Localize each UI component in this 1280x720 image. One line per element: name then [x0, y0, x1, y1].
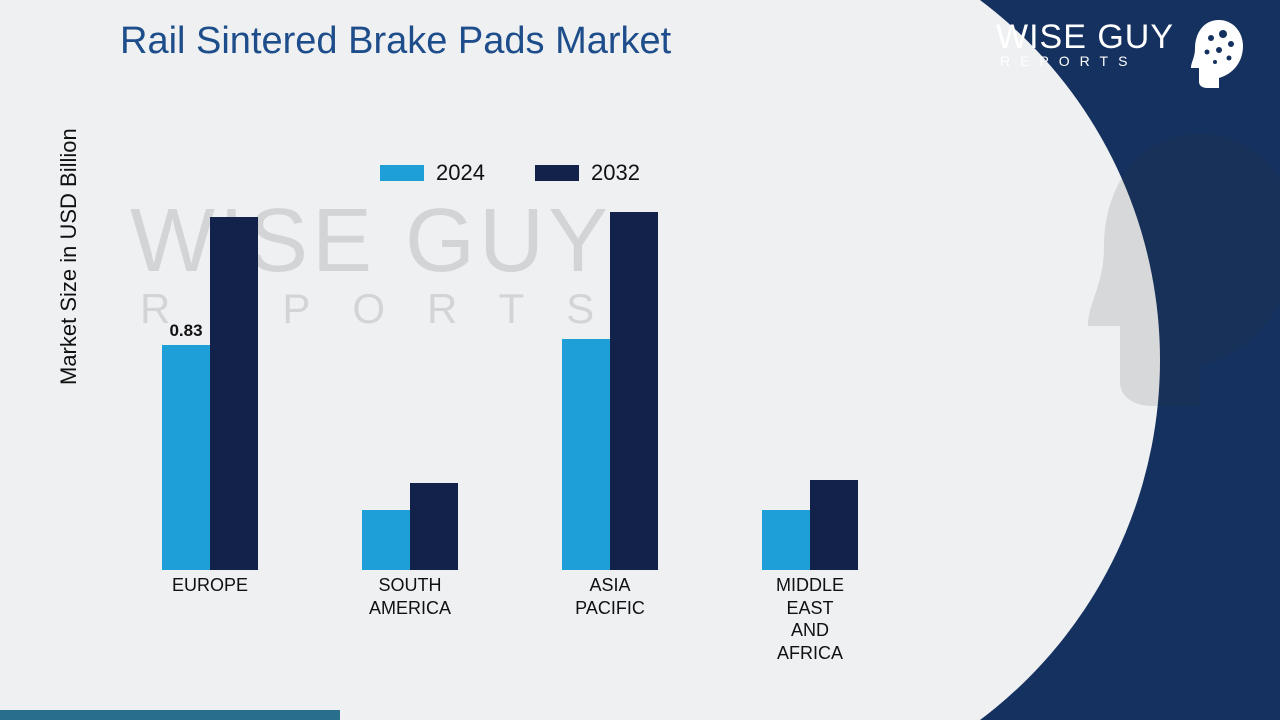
bottom-accent-bar — [0, 710, 340, 720]
bar-group: 0.83 — [110, 190, 310, 570]
bar — [362, 510, 410, 570]
bar: 0.83 — [162, 345, 210, 570]
legend-label: 2032 — [591, 160, 640, 186]
legend-label: 2024 — [436, 160, 485, 186]
legend-swatch-icon — [535, 165, 579, 181]
bar — [610, 212, 658, 570]
canvas: Rail Sintered Brake Pads Market WISE GUY… — [0, 0, 1280, 720]
x-tick-label: MIDDLEEASTANDAFRICA — [710, 574, 910, 664]
x-tick-label: EUROPE — [110, 574, 310, 664]
chart-title: Rail Sintered Brake Pads Market — [120, 20, 671, 63]
x-tick-label: ASIAPACIFIC — [510, 574, 710, 664]
legend-item: 2032 — [535, 160, 640, 186]
bar — [762, 510, 810, 570]
brand-logo: WISE GUY REPORTS — [996, 18, 1256, 69]
bar-value-label: 0.83 — [162, 321, 210, 341]
bar-group — [710, 190, 910, 570]
bar-group — [310, 190, 510, 570]
chart-plot-area: 2024 2032 0.83 — [110, 190, 910, 570]
y-axis-label: Market Size in USD Billion — [56, 128, 82, 385]
bar — [562, 339, 610, 570]
bar-groups: 0.83 — [110, 190, 910, 570]
x-axis-labels: EUROPESOUTHAMERICAASIAPACIFICMIDDLEEASTA… — [110, 574, 910, 664]
watermark-head-icon — [1080, 120, 1280, 420]
bar — [410, 483, 458, 570]
legend-item: 2024 — [380, 160, 485, 186]
chart-legend: 2024 2032 — [110, 160, 910, 186]
bar — [210, 217, 258, 570]
x-tick-label: SOUTHAMERICA — [310, 574, 510, 664]
bar-group — [510, 190, 710, 570]
bar — [810, 480, 858, 570]
legend-swatch-icon — [380, 165, 424, 181]
brand-head-icon — [1188, 18, 1250, 90]
